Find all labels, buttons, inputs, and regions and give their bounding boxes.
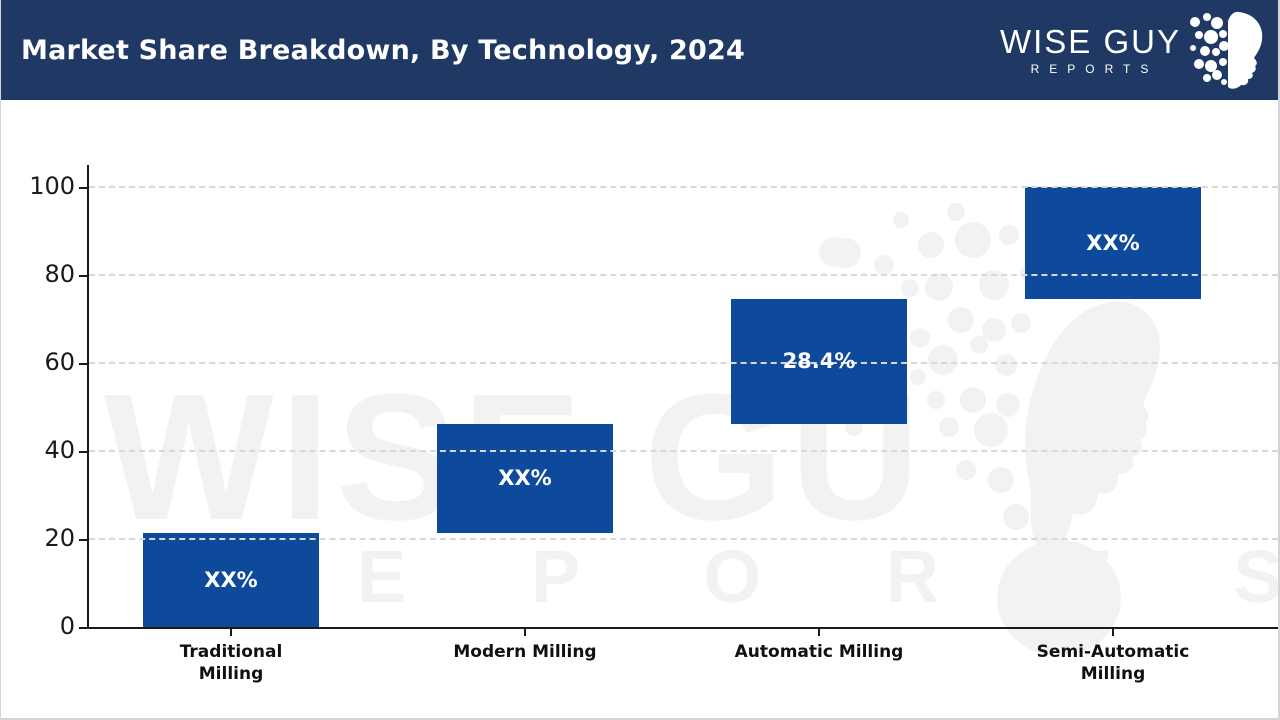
- brand-face-icon: [1190, 11, 1263, 89]
- gridline: [89, 362, 1278, 364]
- y-axis-tick: [79, 451, 87, 453]
- bar: [1025, 187, 1201, 299]
- y-tick-label: 0: [59, 612, 75, 640]
- y-axis-tick: [79, 539, 87, 541]
- x-category-label: Traditional Milling: [179, 642, 283, 685]
- x-axis-tick: [230, 629, 232, 636]
- header-bar: Market Share Breakdown, By Technology, 2…: [1, 0, 1278, 100]
- y-tick-label: 40: [44, 436, 75, 464]
- y-axis-line: [87, 165, 89, 629]
- brand-subtitle: REPORTS: [1030, 61, 1159, 76]
- x-category-label: Automatic Milling: [734, 642, 904, 662]
- chart-area: WISE GU R E P O R T S 0 20 40 60 80 100 XX%: [1, 100, 1278, 718]
- gridline: [89, 538, 1278, 540]
- bar: [731, 298, 907, 424]
- gridline: [89, 186, 1278, 188]
- y-tick-label: 60: [44, 348, 75, 376]
- bar: [437, 423, 613, 533]
- x-axis-tick: [524, 629, 526, 636]
- y-axis-tick: [79, 275, 87, 277]
- bar-value-label: XX%: [1086, 230, 1140, 255]
- x-category-label: Modern Milling: [453, 642, 597, 662]
- brand-name: WISE GUY: [999, 23, 1181, 61]
- page-title: Market Share Breakdown, By Technology, 2…: [21, 34, 746, 66]
- y-axis-tick: [79, 627, 87, 629]
- brand-logo: WISE GUY REPORTS: [1000, 8, 1269, 92]
- y-axis-tick: [79, 187, 87, 189]
- gridline: [89, 450, 1278, 452]
- bar-value-label: 28.4%: [782, 349, 856, 374]
- gridline: [89, 274, 1278, 276]
- x-axis-line: [87, 627, 1278, 629]
- y-axis-tick: [79, 363, 87, 365]
- bar-value-label: XX%: [204, 567, 258, 592]
- y-tick-label: 20: [44, 524, 75, 552]
- y-tick-label: 100: [29, 172, 75, 200]
- x-axis-tick: [1112, 629, 1114, 636]
- x-axis-tick: [818, 629, 820, 636]
- brand-logo-text: WISE GUY REPORTS: [999, 23, 1181, 76]
- bar-value-label: XX%: [498, 466, 552, 491]
- y-tick-label: 80: [44, 260, 75, 288]
- bar: [143, 532, 319, 627]
- x-category-label: Semi-Automatic Milling: [1036, 642, 1190, 685]
